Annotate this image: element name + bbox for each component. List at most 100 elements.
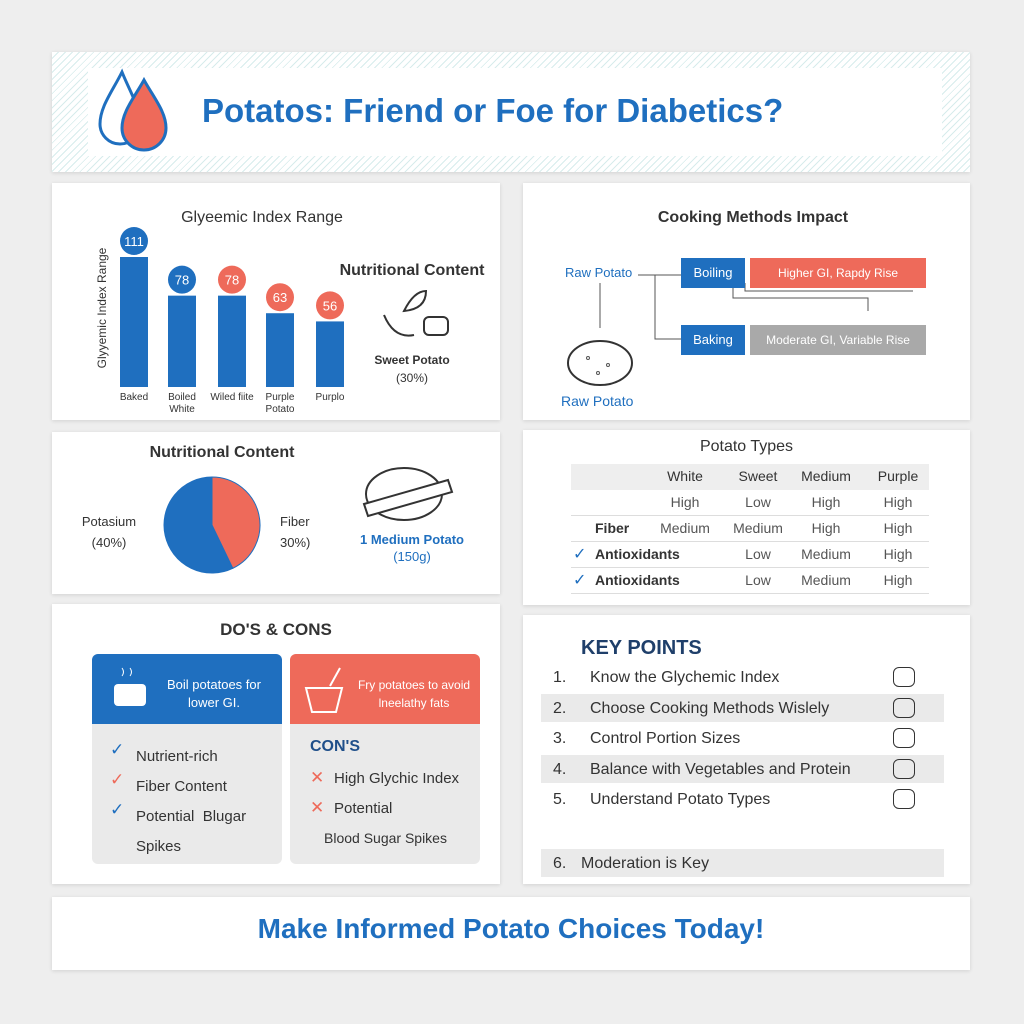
types-title: Potato Types (699, 438, 794, 455)
con-item: Blood Sugar Spikes (324, 830, 447, 846)
value-badge (316, 291, 344, 320)
x-tick-label: Boiled White (168, 392, 196, 415)
drop-icon (98, 68, 168, 152)
cell: Medium (801, 572, 851, 588)
number: 2. (553, 699, 567, 717)
side-label: Sweet Potato (374, 353, 450, 367)
cell: Low (745, 494, 771, 510)
basket-icon (304, 667, 344, 713)
row-label: Antioxidants (595, 546, 680, 562)
bar (316, 321, 344, 387)
column-header: White (667, 468, 703, 484)
bar (168, 295, 196, 387)
cell: High (811, 520, 841, 536)
do-item: Nutrient-rich (136, 748, 218, 765)
cell: High (883, 520, 913, 536)
value-badge (218, 265, 246, 294)
source: Raw Potato (565, 265, 633, 280)
gi-panel: Glyeemic Index Range Glyyemic Index Rang… (52, 183, 500, 420)
point-icon (893, 789, 915, 809)
header: Potatos: Friend or Foe for Diabetics? (52, 52, 970, 172)
cell: Low (745, 572, 771, 588)
check: ✓ (573, 546, 587, 563)
icon: ✓ (110, 740, 125, 759)
serving-label: 1 Medium Potato (359, 532, 464, 547)
row-rule (571, 515, 929, 516)
chart-title: Glyeemic Index Range (181, 209, 343, 226)
number: 6. (553, 855, 567, 872)
con-item: High Glychic Index (334, 770, 460, 787)
x-tick-label: Purple Potato (265, 392, 295, 415)
point: Moderation is Key (581, 855, 710, 872)
x-tick-label: Baked (119, 392, 149, 403)
row-shade (541, 754, 944, 783)
slice-value: 30%) (280, 535, 311, 550)
food-icons (383, 289, 449, 337)
serving-weight: (150g) (393, 549, 431, 564)
types-panel: Potato Types White Sweet Medium Purple High L… (523, 430, 970, 605)
value-label: 56 (323, 298, 337, 313)
bar-chart: 111 78 78 63 56 (120, 227, 344, 387)
point: Choose Cooking Methods Wislely (590, 699, 830, 717)
value-label: 78 (225, 273, 239, 288)
key-points-panel: KEY POINTS 1. Know the Glychemic Index 2. C… (523, 615, 970, 884)
footer-text: Make Informed Potato Choices Today! (257, 913, 765, 944)
bar (266, 313, 294, 387)
effect: Higher GI, Rapdy Rise (750, 258, 926, 288)
row-rule (571, 567, 929, 568)
pie-title: Nutritional Content (149, 444, 295, 461)
icon: ✓ (110, 770, 125, 789)
row-rule (571, 593, 929, 594)
point-icon (893, 728, 915, 748)
side-value: (30%) (395, 371, 428, 385)
column-header: Sweet (738, 468, 778, 484)
slice-label: Fiber (280, 514, 310, 529)
value-label: 63 (273, 290, 287, 305)
value-badge (120, 227, 148, 255)
point: Understand Potato Types (590, 791, 771, 808)
dos-panel: DO'S & CONS Boil potatoes for lower GI. … (52, 604, 500, 884)
cons-card: Fry potatoes to avoid lneelathy fats CON… (290, 654, 480, 864)
dos-card: Boil potatoes for lower GI. ✓ Nutrient-ri… (92, 654, 282, 864)
bar (120, 257, 148, 387)
dos-title: DO'S & CONS (220, 620, 332, 639)
cell: High (670, 494, 700, 510)
x-tick-label: Purplo (315, 392, 345, 403)
bar (218, 295, 246, 387)
cooking-panel: Cooking Methods Impact Raw Potato Raw Po… (523, 183, 970, 420)
value-label: 78 (175, 273, 189, 288)
cooking-title: Cooking Methods Impact (657, 209, 849, 226)
value-badge (266, 283, 294, 312)
number: 4. (553, 760, 567, 778)
pie-slice (163, 476, 234, 574)
pie-chart (163, 476, 261, 574)
scale-icon (362, 467, 454, 521)
cell: High (883, 546, 913, 562)
row-label: Antioxidants (595, 572, 680, 588)
check: ✓ (573, 572, 587, 589)
cons-header: Fry potatoes to avoid lneelathy fats (357, 678, 471, 710)
cons-subtitle: CON'S (310, 738, 361, 755)
flow-arrows (567, 274, 913, 386)
column-header: Medium (801, 468, 851, 484)
method: Boiling (681, 258, 745, 288)
method: Baking (681, 325, 745, 355)
cell: High (883, 572, 913, 588)
cell: Medium (660, 520, 710, 536)
row-shade (541, 693, 944, 722)
icon: ✓ (110, 800, 125, 819)
footer: Make Informed Potato Choices Today! (52, 897, 970, 970)
do-item: Fiber Content (136, 778, 227, 795)
x-tick-label: Wiled fiite (210, 392, 254, 403)
point: Balance with Vegetables and Protein (590, 760, 851, 778)
column-header: Purple (877, 468, 919, 484)
value-label: 111 (124, 234, 144, 249)
title: Potatos: Friend or Foe for Diabetics? (202, 92, 784, 129)
pot-icon (114, 667, 146, 706)
image-label: Raw Potato (561, 393, 634, 409)
point: Control Portion Sizes (590, 730, 741, 747)
point-icon (893, 758, 915, 779)
row-label: Fiber (595, 520, 630, 536)
pie-slice (211, 476, 261, 569)
